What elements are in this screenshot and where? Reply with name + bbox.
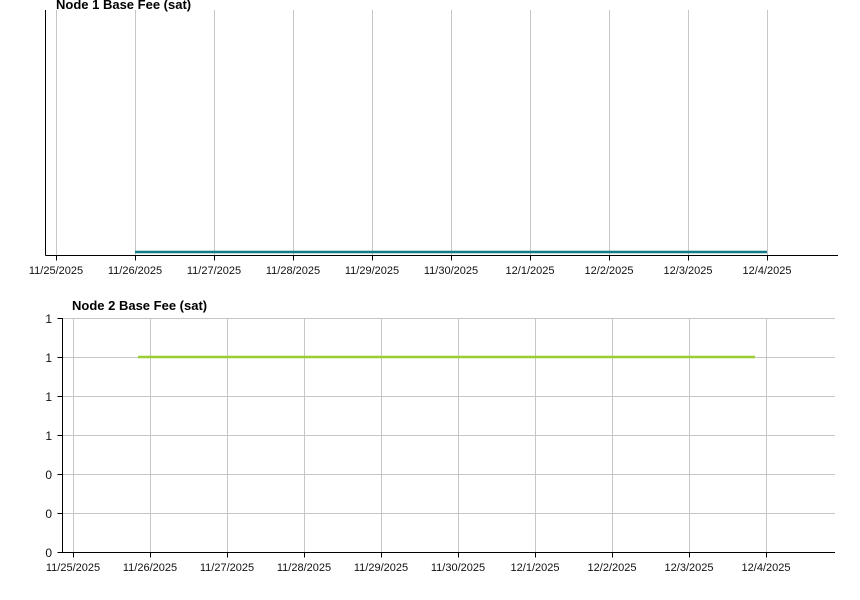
- x-tick-label: 12/2/2025: [585, 265, 634, 277]
- x-tick-label: 11/25/2025: [46, 562, 100, 574]
- chart-panel-node2: 1 1 1 1 0 0 0 11/25/2025 11/26/2025 11/2…: [0, 290, 860, 575]
- y-tick-label: 1: [45, 429, 52, 443]
- chart1-x-tick-marks: [56, 255, 768, 261]
- line-chart-node1: 11/25/2025 11/26/2025 11/27/2025 11/28/2…: [29, 0, 838, 277]
- x-tick-label: 11/26/2025: [123, 562, 177, 574]
- x-tick-label: 12/1/2025: [511, 562, 560, 574]
- x-tick-label: 11/27/2025: [187, 265, 241, 277]
- x-tick-label: 11/26/2025: [108, 265, 162, 277]
- x-tick-label: 11/27/2025: [200, 562, 254, 574]
- chart-title-node1: Node 1 Base Fee (sat): [56, 0, 191, 12]
- x-tick-label: 11/30/2025: [424, 265, 478, 277]
- x-tick-label: 11/25/2025: [29, 265, 83, 277]
- x-tick-label: 12/3/2025: [664, 265, 713, 277]
- x-tick-label: 12/4/2025: [743, 265, 792, 277]
- line-chart-node2: 1 1 1 1 0 0 0 11/25/2025 11/26/2025 11/2…: [45, 298, 835, 574]
- x-tick-label: 11/28/2025: [277, 562, 331, 574]
- y-tick-label: 1: [45, 351, 52, 365]
- y-tick-label: 1: [45, 390, 52, 404]
- chart2-h-gridlines: [62, 318, 835, 553]
- chart-title-node2: Node 2 Base Fee (sat): [72, 298, 207, 313]
- chart2-x-tick-marks: [73, 552, 767, 558]
- x-tick-label: 12/2/2025: [588, 562, 637, 574]
- y-tick-label: 0: [45, 468, 52, 482]
- chart1-gridlines: [56, 10, 768, 255]
- chart2-x-tick-labels: 11/25/2025 11/26/2025 11/27/2025 11/28/2…: [46, 562, 791, 574]
- chart1-x-tick-labels: 11/25/2025 11/26/2025 11/27/2025 11/28/2…: [29, 265, 792, 277]
- x-tick-label: 11/30/2025: [431, 562, 485, 574]
- y-tick-label: 1: [45, 312, 52, 326]
- y-tick-label: 0: [45, 546, 52, 560]
- chart2-y-tick-labels: 1 1 1 1 0 0 0: [45, 312, 52, 560]
- x-tick-label: 12/3/2025: [665, 562, 714, 574]
- chart-panel-node1: 11/25/2025 11/26/2025 11/27/2025 11/28/2…: [0, 0, 860, 285]
- x-tick-label: 11/29/2025: [354, 562, 408, 574]
- x-tick-label: 12/4/2025: [742, 562, 791, 574]
- x-tick-label: 11/29/2025: [345, 265, 399, 277]
- x-tick-label: 12/1/2025: [506, 265, 555, 277]
- x-tick-label: 11/28/2025: [266, 265, 320, 277]
- y-tick-label: 0: [45, 507, 52, 521]
- chart2-y-tick-marks: [57, 318, 63, 553]
